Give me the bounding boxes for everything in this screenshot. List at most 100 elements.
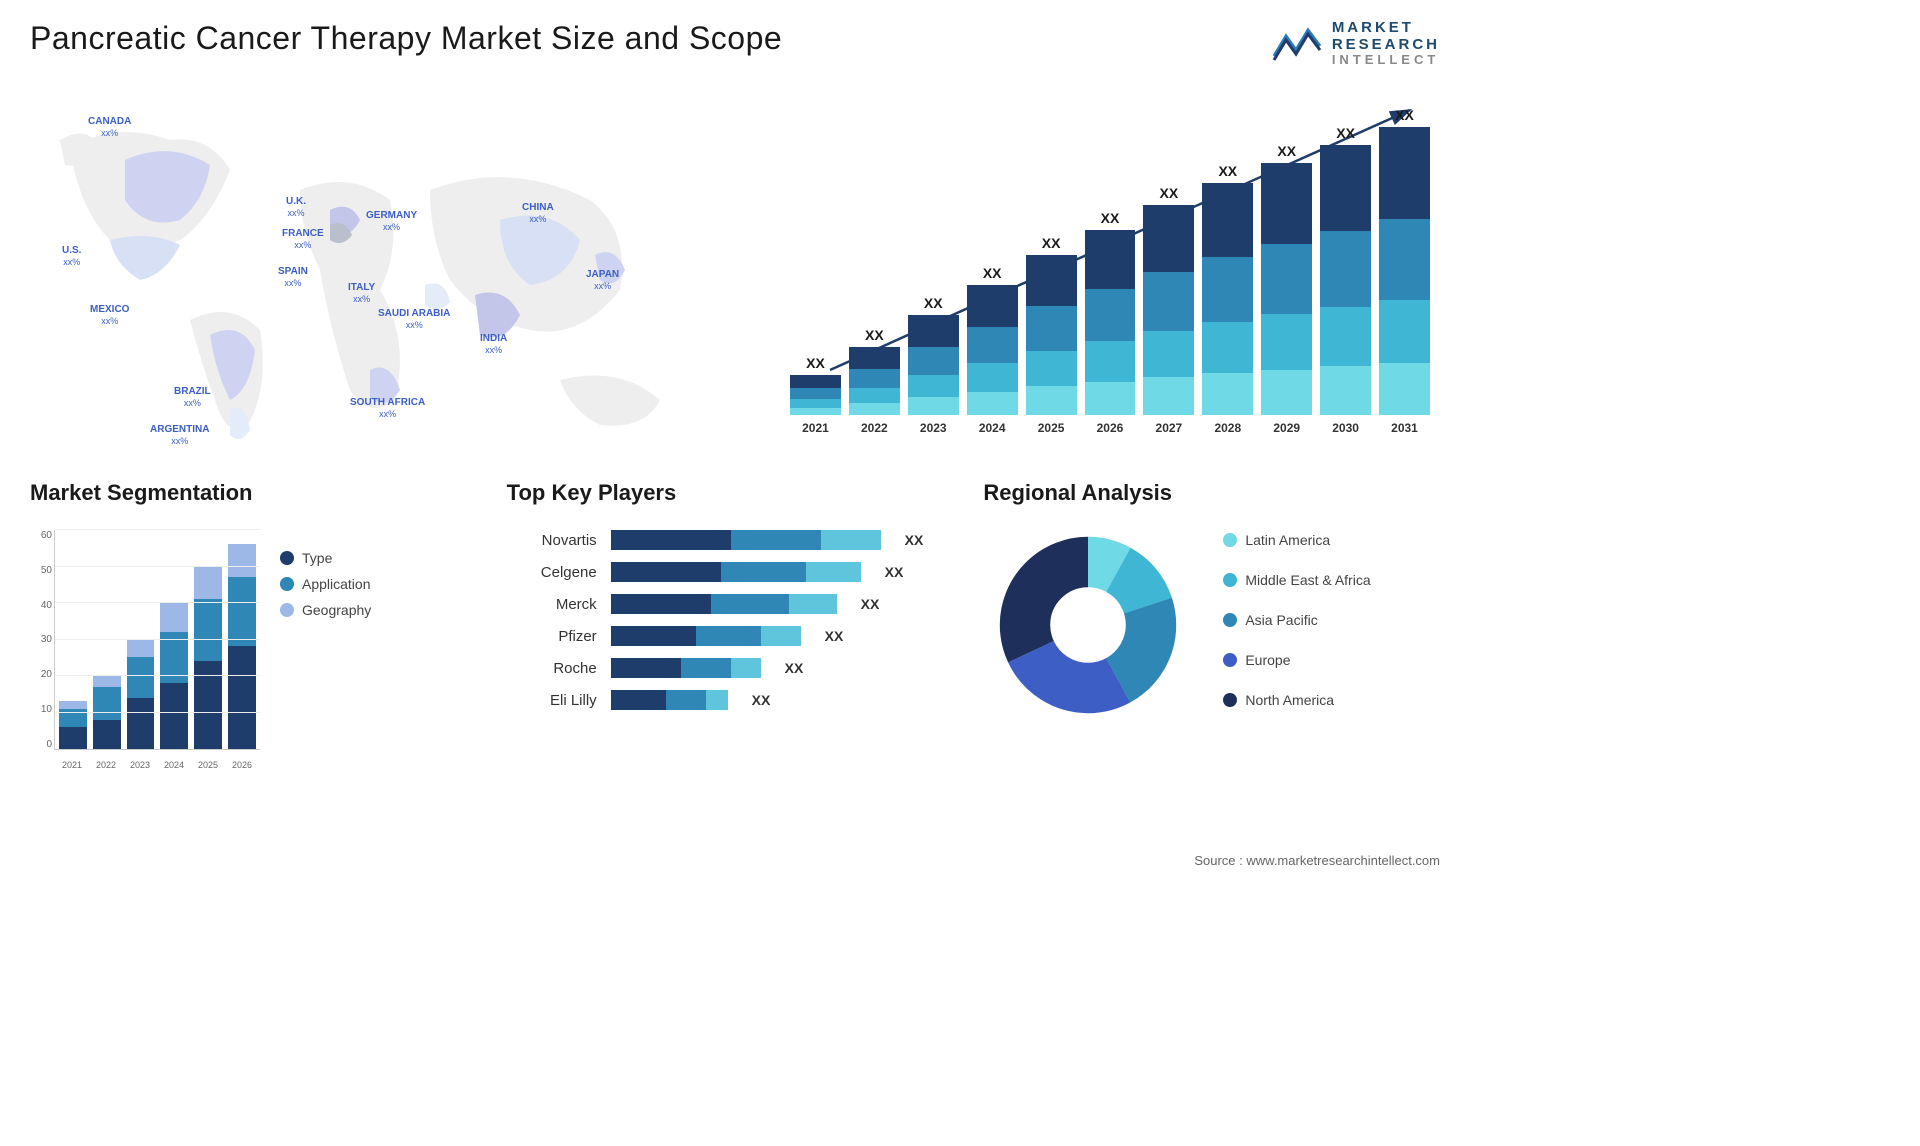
growth-bar: XX 2028: [1202, 163, 1253, 435]
growth-value-label: XX: [1160, 185, 1179, 201]
growth-bar: XX 2030: [1320, 125, 1371, 435]
growth-year-label: 2030: [1332, 421, 1359, 435]
segmentation-bar: [127, 639, 155, 749]
map-label: FRANCExx%: [282, 228, 324, 252]
players-title: Top Key Players: [507, 480, 964, 506]
y-tick: 50: [30, 565, 52, 576]
growth-year-label: 2023: [920, 421, 947, 435]
segmentation-chart: 0 10 20 30 40 50 60 2021 2022 2023 2024 2025 2026: [30, 520, 260, 770]
regional-panel: Regional Analysis Latin America Middle Ea…: [983, 480, 1440, 780]
player-value: XX: [861, 596, 880, 612]
growth-bar: XX 2024: [967, 265, 1018, 435]
legend-item: Asia Pacific: [1223, 612, 1370, 628]
brand-logo: MARKET RESEARCH INTELLECT: [1272, 20, 1440, 67]
map-label: BRAZILxx%: [174, 386, 211, 410]
player-name: Roche: [507, 660, 597, 677]
map-label: U.K.xx%: [286, 196, 306, 220]
growth-value-label: XX: [806, 355, 825, 371]
segmentation-panel: Market Segmentation 0 10 20 30 40 50 60 2021 20…: [30, 480, 487, 780]
player-name: Merck: [507, 596, 597, 613]
y-tick: 30: [30, 634, 52, 645]
segmentation-bar: [228, 544, 256, 749]
y-tick: 10: [30, 704, 52, 715]
legend-item: Europe: [1223, 652, 1370, 668]
growth-value-label: XX: [865, 327, 884, 343]
player-name: Novartis: [507, 532, 597, 549]
legend-item: Latin America: [1223, 532, 1370, 548]
map-label: GERMANYxx%: [366, 210, 417, 234]
player-value: XX: [885, 564, 904, 580]
growth-value-label: XX: [1336, 125, 1355, 141]
x-tick: 2024: [160, 760, 188, 770]
growth-bar: XX2025: [1026, 235, 1077, 435]
growth-bar: XX 2027: [1143, 185, 1194, 435]
growth-value-label: XX: [1101, 210, 1120, 226]
growth-bar: XX 2022: [849, 327, 900, 435]
player-value: XX: [825, 628, 844, 644]
growth-year-label: 2027: [1156, 421, 1183, 435]
growth-value-label: XX: [983, 265, 1002, 281]
y-tick: 20: [30, 669, 52, 680]
player-row: PfizerXX: [507, 626, 964, 646]
growth-chart: XX2021XX2022XX2023XX2024XX2025XX2026XX20…: [790, 100, 1430, 460]
regional-title: Regional Analysis: [983, 480, 1440, 506]
map-label: CHINAxx%: [522, 202, 554, 226]
growth-bar: XX2023: [908, 295, 959, 435]
x-tick: 2026: [228, 760, 256, 770]
growth-year-label: 2028: [1214, 421, 1241, 435]
growth-value-label: XX: [1277, 143, 1296, 159]
growth-bar: XX2021: [790, 355, 841, 435]
player-name: Celgene: [507, 564, 597, 581]
logo-line1: MARKET: [1332, 20, 1440, 37]
legend-item: North America: [1223, 692, 1370, 708]
map-label: ITALYxx%: [348, 282, 375, 306]
player-row: Novartis XX: [507, 530, 964, 550]
player-value: XX: [905, 532, 924, 548]
map-label: MEXICOxx%: [90, 304, 129, 328]
player-row: Merck XX: [507, 594, 964, 614]
map-silhouette: [30, 90, 730, 450]
logo-line2: RESEARCH: [1332, 37, 1440, 54]
map-label: U.S.xx%: [62, 245, 81, 269]
segmentation-bar: [194, 566, 222, 749]
player-name: Eli Lilly: [507, 692, 597, 709]
growth-bar: XX2029: [1261, 143, 1312, 435]
growth-bar: XX2031: [1379, 107, 1430, 435]
world-map: CANADAxx% U.S.xx% MEXICOxx% BRAZILxx% ARGENT…: [30, 90, 730, 450]
players-chart: NovartisXXCelgeneXXMerckXXPfizerXXRocheX…: [507, 520, 964, 780]
segmentation-bar: [59, 701, 87, 749]
map-label: SPAINxx%: [278, 266, 308, 290]
source-attribution: Source : www.marketresearchintellect.com: [1194, 853, 1440, 868]
x-tick: 2021: [58, 760, 86, 770]
segmentation-legend: TypeApplicationGeography: [280, 550, 371, 628]
player-value: XX: [752, 692, 771, 708]
growth-year-label: 2022: [861, 421, 888, 435]
growth-value-label: XX: [1218, 163, 1237, 179]
growth-year-label: 2024: [979, 421, 1006, 435]
map-label: SOUTH AFRICAxx%: [350, 397, 425, 421]
legend-item: Geography: [280, 602, 371, 618]
page-title: Pancreatic Cancer Therapy Market Size an…: [30, 20, 782, 57]
x-tick: 2022: [92, 760, 120, 770]
segmentation-title: Market Segmentation: [30, 480, 487, 506]
legend-item: Middle East & Africa: [1223, 572, 1370, 588]
regional-legend: Latin America Middle East & Africa Asia Pa…: [1223, 532, 1370, 718]
map-label: CANADAxx%: [88, 116, 131, 140]
growth-year-label: 2026: [1097, 421, 1124, 435]
map-label: ARGENTINAxx%: [150, 424, 209, 448]
logo-line3: INTELLECT: [1332, 53, 1440, 67]
player-value: XX: [785, 660, 804, 676]
players-panel: Top Key Players NovartisXXCelgeneXXMerck…: [507, 480, 964, 780]
x-tick: 2023: [126, 760, 154, 770]
y-tick: 60: [30, 530, 52, 541]
map-label: JAPANxx%: [586, 269, 619, 293]
logo-icon: [1272, 24, 1322, 64]
player-row: Eli Lilly XX: [507, 690, 964, 710]
x-tick: 2025: [194, 760, 222, 770]
growth-value-label: XX: [1395, 107, 1414, 123]
regional-donut-chart: [983, 520, 1193, 730]
y-tick: 40: [30, 600, 52, 611]
map-label: INDIAxx%: [480, 333, 507, 357]
y-tick: 0: [30, 739, 52, 750]
map-label: SAUDI ARABIAxx%: [378, 308, 450, 332]
